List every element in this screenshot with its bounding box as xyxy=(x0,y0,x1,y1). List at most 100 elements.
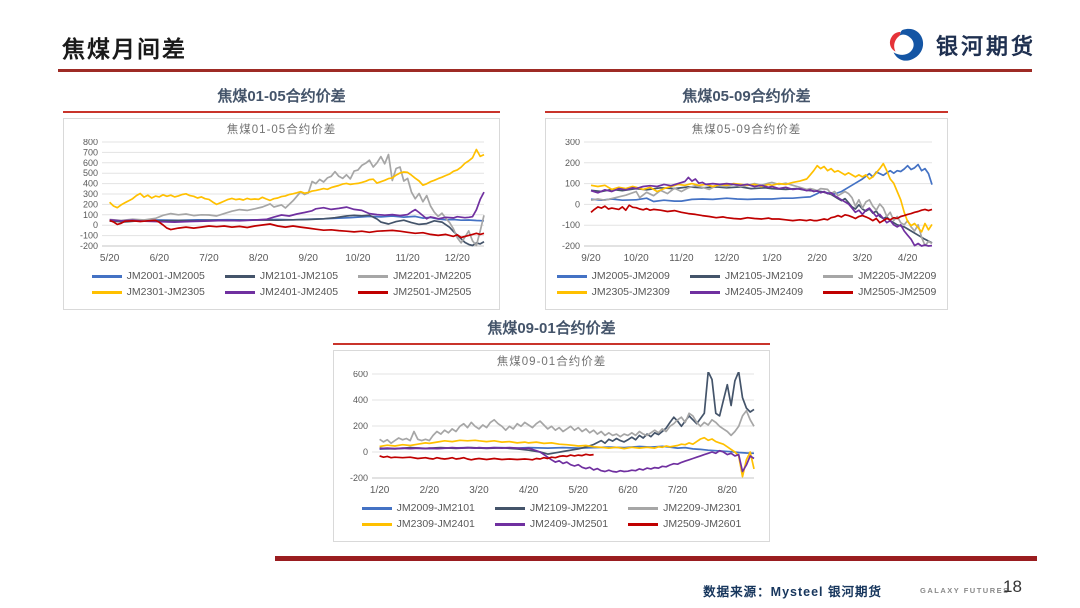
legend-label: JM2005-JM2009 xyxy=(591,270,670,282)
svg-text:11/20: 11/20 xyxy=(669,253,694,264)
svg-text:0: 0 xyxy=(363,447,368,457)
svg-text:8/20: 8/20 xyxy=(718,485,738,496)
svg-text:300: 300 xyxy=(565,139,580,147)
legend-swatch xyxy=(689,274,720,278)
svg-text:200: 200 xyxy=(565,158,580,168)
svg-text:400: 400 xyxy=(353,395,368,405)
legend-item: JM2409-JM2501 xyxy=(494,518,609,530)
legend-swatch xyxy=(494,522,525,526)
chart-title: 焦煤05-09合约价差 xyxy=(691,124,802,136)
svg-text:12/20: 12/20 xyxy=(445,253,470,264)
chart-plot: 300 200 100 0 -100 -2009/20 10/20 11/20 12/20 1/2… xyxy=(562,139,933,264)
legend-label: JM2201-JM2205 xyxy=(393,270,472,282)
footer-bar xyxy=(275,556,1037,561)
svg-text:100: 100 xyxy=(83,210,98,220)
brand-footer: GALAXY FUTURES xyxy=(920,586,1010,595)
chart-panel-09-01: 焦煤09-01合约价差 焦煤09-01合约价差 600 400 200 0 -200 1/2… xyxy=(333,318,770,542)
legend-swatch xyxy=(556,290,587,294)
legend-swatch xyxy=(224,290,255,294)
section-title: 焦煤09-01合约价差 xyxy=(487,320,616,337)
series-line xyxy=(109,215,485,223)
series-line xyxy=(379,453,594,461)
chart-legend: JM2005-JM2009 JM2105-JM2109 JM2205-JM2209 J… xyxy=(546,270,947,298)
chart-legend: JM2001-JM2005 JM2101-JM2105 JM2201-JM2205 J… xyxy=(64,270,499,298)
series-line xyxy=(109,219,485,239)
chart-09-01: 焦煤09-01合约价差 600 400 200 0 -200 1/20 2/20 3/20 4/2… xyxy=(333,350,770,542)
legend-item: JM2501-JM2505 xyxy=(358,286,471,298)
legend-item: JM2305-JM2309 xyxy=(556,286,670,298)
section-title: 焦煤01-05合约价差 xyxy=(217,88,346,105)
svg-text:-200: -200 xyxy=(350,473,368,483)
svg-text:300: 300 xyxy=(83,189,98,199)
series-line xyxy=(109,153,485,247)
legend-label: JM2305-JM2309 xyxy=(591,286,670,298)
legend-swatch xyxy=(628,506,659,510)
header-rule xyxy=(58,69,1032,72)
legend-label: JM2409-JM2501 xyxy=(529,518,609,530)
page-title: 焦煤月间差 xyxy=(62,36,187,62)
svg-text:500: 500 xyxy=(83,168,98,178)
legend-label: JM2205-JM2209 xyxy=(858,270,937,282)
series-line xyxy=(590,204,933,224)
svg-text:12/20: 12/20 xyxy=(714,253,739,264)
legend-label: JM2105-JM2109 xyxy=(724,270,804,282)
svg-text:2/20: 2/20 xyxy=(420,485,440,496)
svg-text:5/20: 5/20 xyxy=(569,485,589,496)
legend-item: JM2505-JM2509 xyxy=(823,286,936,298)
svg-text:6/20: 6/20 xyxy=(150,253,170,264)
svg-text:-100: -100 xyxy=(80,231,98,241)
svg-text:9/20: 9/20 xyxy=(299,253,319,264)
legend-swatch xyxy=(91,274,122,278)
series-line xyxy=(379,372,755,455)
galaxy-logo-icon xyxy=(889,28,924,61)
legend-label: JM2101-JM2105 xyxy=(259,270,339,282)
svg-text:9/20: 9/20 xyxy=(581,253,601,264)
legend-item: JM2201-JM2205 xyxy=(358,270,471,282)
legend-item: JM2401-JM2405 xyxy=(224,286,338,298)
svg-text:0: 0 xyxy=(575,199,580,209)
legend-swatch xyxy=(494,506,525,510)
chart-plot: 600 400 200 0 -2001/20 2/20 3/20 4/20 5/20 6/20 7/… xyxy=(350,371,755,496)
series-line xyxy=(590,162,933,233)
legend-item: JM2101-JM2105 xyxy=(224,270,339,282)
svg-text:7/20: 7/20 xyxy=(199,253,219,264)
series-line xyxy=(379,436,755,478)
svg-text:10/20: 10/20 xyxy=(345,253,370,264)
series-line xyxy=(109,191,485,223)
series-line xyxy=(590,176,933,247)
legend-label: JM2509-JM2601 xyxy=(663,518,742,530)
svg-text:400: 400 xyxy=(83,179,98,189)
chart-05-09: 焦煤05-09合约价差 300 200 100 0 -100 -200 9/20 10/20 11… xyxy=(545,118,948,310)
series-line xyxy=(379,446,755,473)
series-line xyxy=(590,181,933,247)
brand-logo: 银河期货 xyxy=(888,26,1036,64)
legend-item: JM2405-JM2409 xyxy=(689,286,804,298)
chart-title: 焦煤09-01合约价差 xyxy=(496,356,607,368)
legend-label: JM2301-JM2305 xyxy=(126,286,205,298)
legend-item: JM2009-JM2101 xyxy=(361,502,475,514)
svg-text:0: 0 xyxy=(93,220,98,230)
legend-swatch xyxy=(361,522,392,526)
legend-item: JM2309-JM2401 xyxy=(361,518,475,530)
legend-item: JM2005-JM2009 xyxy=(556,270,670,282)
svg-text:-200: -200 xyxy=(80,241,98,251)
svg-text:-100: -100 xyxy=(562,220,580,230)
svg-text:3/20: 3/20 xyxy=(469,485,489,496)
svg-text:4/20: 4/20 xyxy=(519,485,539,496)
series-line xyxy=(379,409,755,445)
svg-text:4/20: 4/20 xyxy=(898,253,918,264)
chart-title: 焦煤01-05合约价差 xyxy=(226,124,337,136)
svg-text:1/20: 1/20 xyxy=(370,485,390,496)
legend-swatch xyxy=(689,290,720,294)
series-line xyxy=(109,148,485,209)
legend-label: JM2405-JM2409 xyxy=(724,286,804,298)
legend-swatch xyxy=(358,290,389,294)
section-rule xyxy=(63,111,500,113)
svg-text:5/20: 5/20 xyxy=(100,253,120,264)
legend-label: JM2009-JM2101 xyxy=(396,502,475,514)
svg-text:6/20: 6/20 xyxy=(618,485,638,496)
svg-text:2/20: 2/20 xyxy=(807,253,827,264)
svg-text:200: 200 xyxy=(353,421,368,431)
svg-text:10/20: 10/20 xyxy=(624,253,649,264)
